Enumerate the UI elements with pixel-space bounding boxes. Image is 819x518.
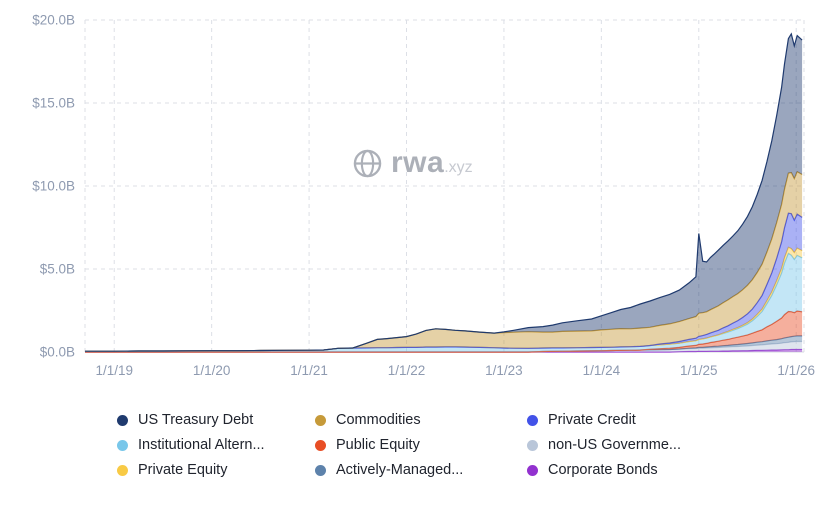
y-axis-label: $10.0B bbox=[32, 179, 75, 194]
legend-swatch-commodities bbox=[315, 414, 326, 426]
legend-swatch-actively-managed-funds bbox=[315, 464, 326, 476]
area-us-treasury-debt bbox=[85, 33, 803, 352]
legend-item-public-equity[interactable]: Public Equity bbox=[315, 437, 527, 453]
legend-label: Private Equity bbox=[138, 462, 228, 478]
legend-label: non-US Governme... bbox=[548, 437, 681, 453]
legend-swatch-institutional-alternative-funds bbox=[117, 439, 128, 451]
x-axis-label: 1/1/21 bbox=[290, 363, 328, 378]
x-axis-label: 1/1/19 bbox=[95, 363, 133, 378]
line-us-treasury-debt bbox=[85, 32, 803, 352]
area-corporate-bonds bbox=[85, 349, 803, 352]
y-axis-label: $20.0B bbox=[32, 13, 75, 28]
legend-item-institutional-alternative-funds[interactable]: Institutional Altern... bbox=[117, 437, 315, 453]
x-axis-label: 1/1/22 bbox=[388, 363, 426, 378]
legend-swatch-non-us-government-debt bbox=[527, 439, 538, 451]
legend-item-commodities[interactable]: Commodities bbox=[315, 412, 527, 428]
y-axis-label: $0.0B bbox=[40, 345, 75, 360]
legend-swatch-corporate-bonds bbox=[527, 464, 538, 476]
x-axis-label: 1/1/26 bbox=[777, 363, 815, 378]
area-commodities bbox=[85, 171, 803, 352]
legend-label: Institutional Altern... bbox=[138, 437, 265, 453]
legend-label: US Treasury Debt bbox=[138, 412, 254, 428]
legend-label: Commodities bbox=[336, 412, 421, 428]
legend-item-actively-managed-funds[interactable]: Actively-Managed... bbox=[315, 462, 527, 478]
legend-swatch-private-credit bbox=[527, 414, 538, 426]
legend-item-non-us-government-debt[interactable]: non-US Governme... bbox=[527, 437, 702, 453]
legend-swatch-public-equity bbox=[315, 439, 326, 451]
y-axis-label: $15.0B bbox=[32, 96, 75, 111]
line-public-equity bbox=[85, 310, 803, 353]
legend-label: Private Credit bbox=[548, 412, 636, 428]
x-axis-label: 1/1/23 bbox=[485, 363, 523, 378]
x-axis-label: 1/1/25 bbox=[680, 363, 718, 378]
legend-item-private-credit[interactable]: Private Credit bbox=[527, 412, 702, 428]
legend-swatch-us-treasury-debt bbox=[117, 414, 128, 426]
y-axis-label: $5.0B bbox=[40, 262, 75, 277]
legend-item-us-treasury-debt[interactable]: US Treasury Debt bbox=[117, 412, 315, 428]
stacked-area-chart[interactable]: $0.0B $5.0B $10.0B $15.0B $20.0B 1/1/19 1/1/20… bbox=[0, 0, 819, 396]
legend-item-corporate-bonds[interactable]: Corporate Bonds bbox=[527, 462, 702, 478]
x-axis-label: 1/1/24 bbox=[583, 363, 621, 378]
chart-container: $0.0B $5.0B $10.0B $15.0B $20.0B 1/1/19 1/1/20… bbox=[0, 0, 819, 396]
legend: US Treasury Debt Commodities Private Credi… bbox=[0, 412, 819, 478]
legend-label: Public Equity bbox=[336, 437, 420, 453]
legend-item-private-equity[interactable]: Private Equity bbox=[117, 462, 315, 478]
legend-label: Corporate Bonds bbox=[548, 462, 658, 478]
legend-swatch-private-equity bbox=[117, 464, 128, 476]
legend-label: Actively-Managed... bbox=[336, 462, 464, 478]
x-axis-label: 1/1/20 bbox=[193, 363, 231, 378]
